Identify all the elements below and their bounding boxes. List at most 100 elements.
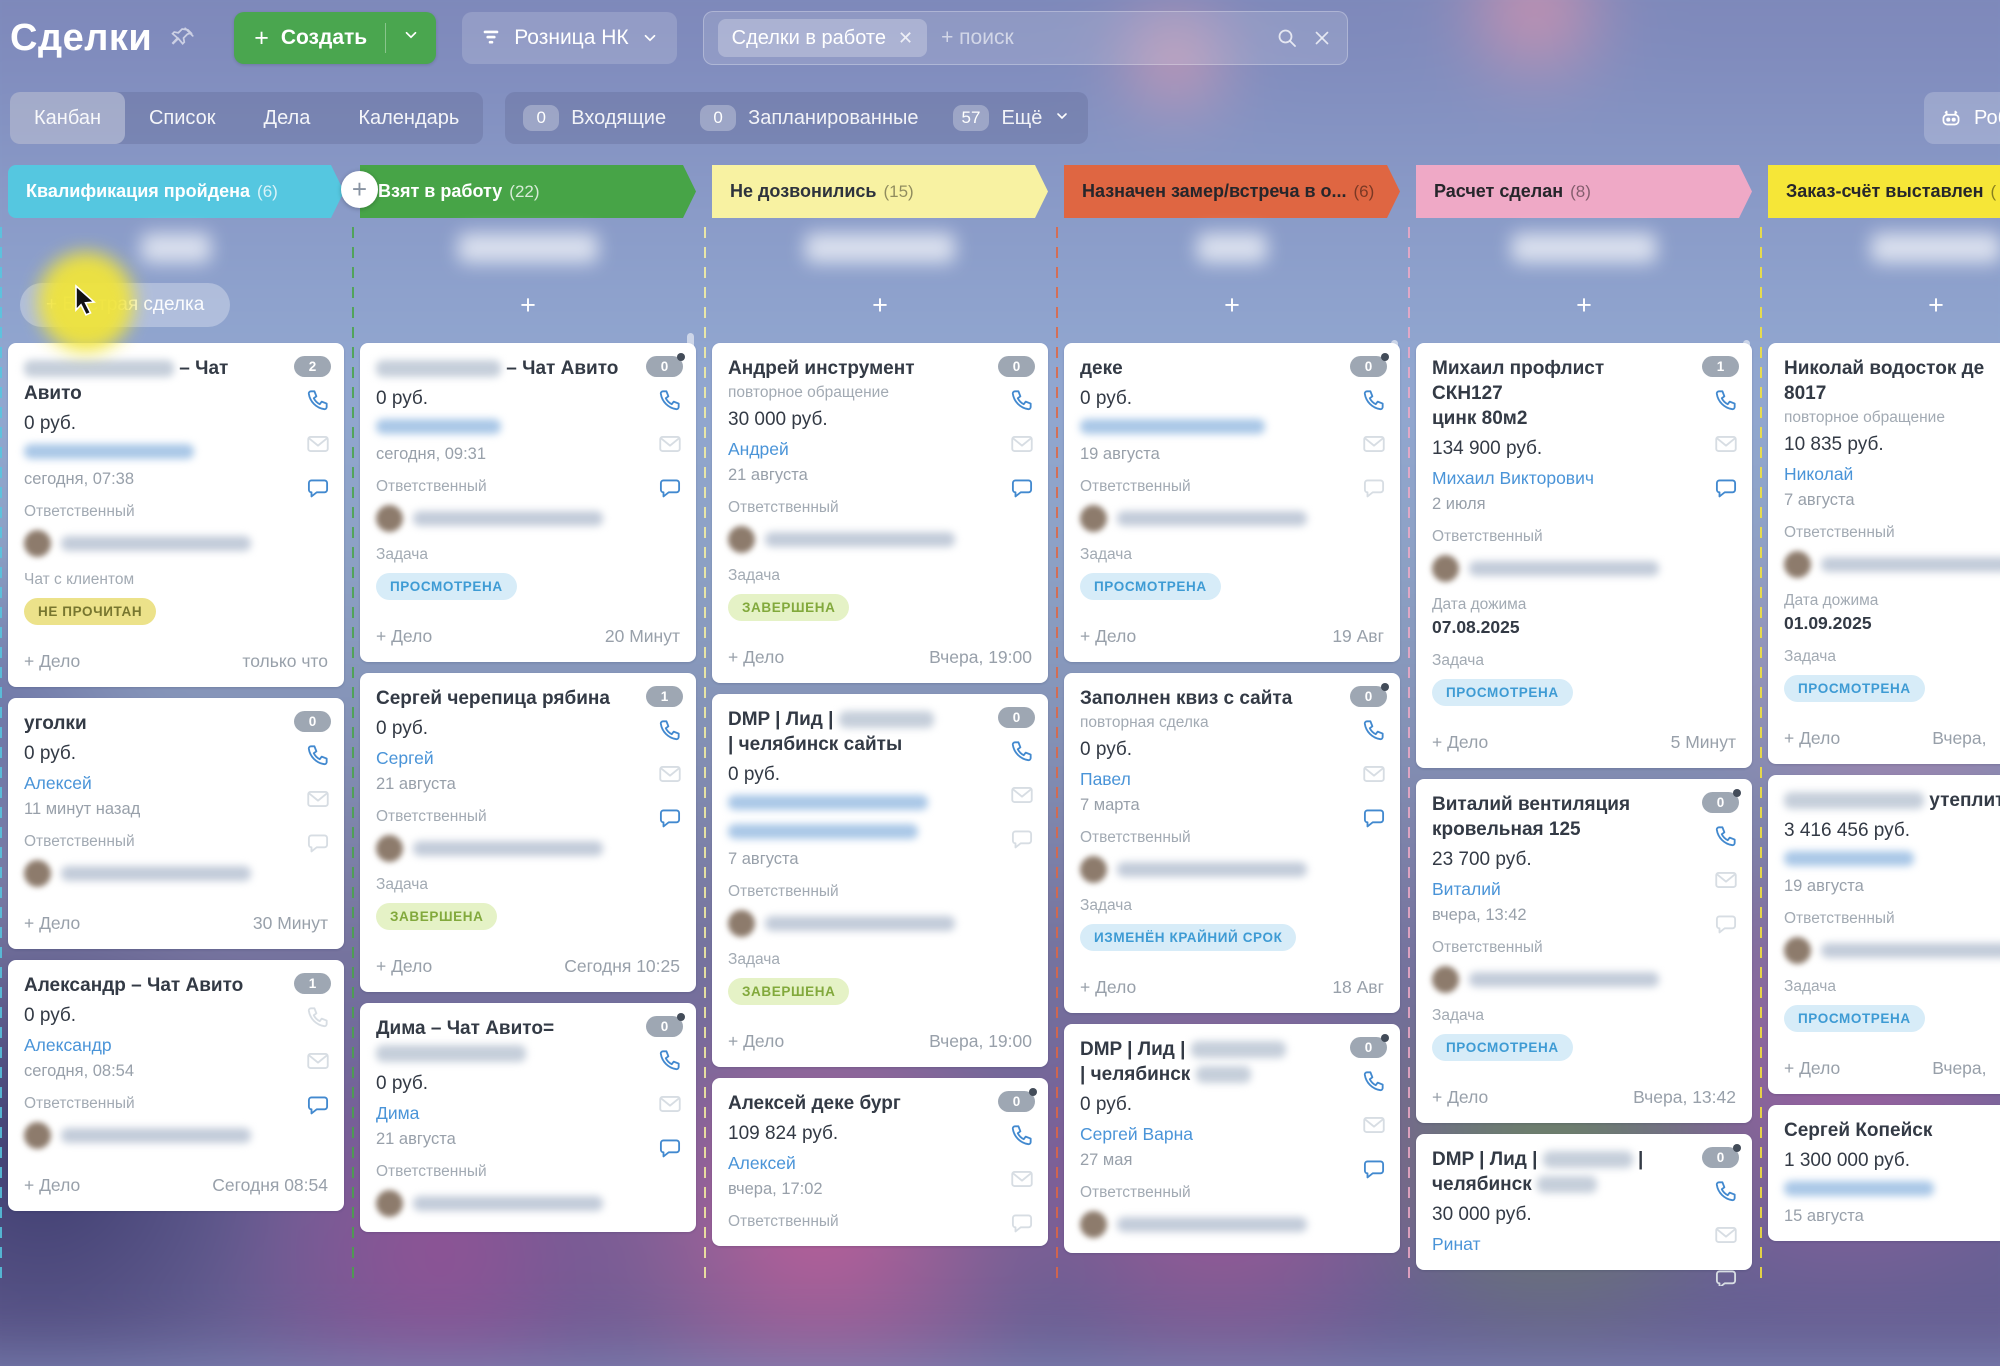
deal-card[interactable]: 0 Заполнен квиз с сайта повторная сделка 0 … (1064, 673, 1400, 1013)
add-stage-button[interactable]: + (341, 171, 378, 208)
chat-icon[interactable] (1713, 475, 1739, 506)
contact-link[interactable]: Николай (1784, 464, 1854, 484)
deal-card[interactable]: 0 Алексей деке бург 109 824 руб. Алексей вче… (712, 1078, 1048, 1246)
counter-label[interactable]: Входящие (571, 106, 667, 129)
add-task-link[interactable]: + Дело (24, 651, 81, 671)
column-header[interactable]: Взят в работу (22) (360, 165, 696, 218)
add-card-button[interactable]: + (1928, 289, 1944, 320)
phone-icon[interactable] (1361, 387, 1387, 418)
phone-icon[interactable] (305, 742, 331, 773)
phone-icon[interactable] (1009, 1122, 1035, 1153)
create-dropdown-chevron[interactable] (386, 26, 436, 50)
deal-card[interactable]: 1 Александр – Чат Авито 0 руб. Александр сег… (8, 960, 344, 1211)
add-task-link[interactable]: + Дело (1432, 1087, 1489, 1107)
deal-card[interactable]: 1 Михаил профлист СКН127 цинк 80м2 134 900 … (1416, 343, 1752, 768)
chat-icon[interactable] (305, 475, 331, 506)
add-task-link[interactable]: + Дело (376, 956, 433, 976)
robots-button[interactable]: Робо (1924, 92, 2000, 144)
mail-icon[interactable] (1009, 1166, 1035, 1197)
add-task-link[interactable]: + Дело (728, 647, 785, 667)
phone-icon[interactable] (1713, 1178, 1739, 1209)
add-task-link[interactable]: + Дело (1784, 1058, 1841, 1078)
contact-link[interactable]: Андрей (728, 439, 789, 459)
chat-icon[interactable] (1713, 1266, 1739, 1286)
contact-link[interactable]: Алексей (24, 773, 92, 793)
mail-icon[interactable] (657, 1091, 683, 1122)
deal-card[interactable]: Николай водосток де 8017 повторное обращен… (1768, 343, 2000, 764)
chat-icon[interactable] (305, 1092, 331, 1123)
deal-card[interactable]: 0 Дима – Чат Авито= 0 руб. Дима 21 августа От… (360, 1003, 696, 1232)
contact-link[interactable]: Александр (24, 1035, 112, 1055)
add-card-button[interactable]: + (520, 289, 536, 320)
column-header[interactable]: Расчет сделан (8) (1416, 165, 1752, 218)
deal-card[interactable]: 0 деке 0 руб. 19 августа Ответственный Задача… (1064, 343, 1400, 662)
add-task-link[interactable]: + Дело (376, 626, 433, 646)
phone-icon[interactable] (305, 1004, 331, 1035)
phone-icon[interactable] (657, 717, 683, 748)
mail-icon[interactable] (1009, 431, 1035, 462)
phone-icon[interactable] (1713, 387, 1739, 418)
search-icon[interactable] (1275, 26, 1299, 50)
add-task-link[interactable]: + Дело (1080, 977, 1137, 997)
phone-icon[interactable] (1009, 738, 1035, 769)
search-bar[interactable]: Сделки в работе ✕ + поиск (702, 11, 1348, 65)
mail-icon[interactable] (657, 761, 683, 792)
search-input[interactable]: + поиск (941, 26, 1014, 49)
mail-icon[interactable] (1361, 431, 1387, 462)
contact-link[interactable]: Дима (376, 1103, 420, 1123)
deal-card[interactable]: 2 – Чат Авито 0 руб. сегодня, 07:38 Ответств… (8, 343, 344, 687)
mail-icon[interactable] (657, 431, 683, 462)
deal-card[interactable]: 1 Сергей черепица рябина 0 руб. Сергей 21 ав… (360, 673, 696, 992)
deal-card[interactable]: Сергей Копейск 1 300 000 руб. 15 августа (1768, 1105, 2000, 1241)
deal-card[interactable]: 0 Андрей инструмент повторное обращение 30 … (712, 343, 1048, 683)
deal-card[interactable]: 0 – Чат Авито 0 руб. сегодня, 09:31 Ответст… (360, 343, 696, 662)
tab-Список[interactable]: Список (148, 106, 216, 129)
add-task-link[interactable]: + Дело (24, 913, 81, 933)
chat-icon[interactable] (1361, 805, 1387, 836)
column-header[interactable]: Не дозвонились (15) (712, 165, 1048, 218)
tab-Канбан[interactable]: Канбан (10, 92, 125, 144)
mail-icon[interactable] (1713, 867, 1739, 898)
pin-icon[interactable] (170, 25, 196, 51)
chat-icon[interactable] (1361, 1156, 1387, 1187)
pipeline-selector[interactable]: Розница НК (462, 12, 677, 64)
phone-icon[interactable] (1713, 823, 1739, 854)
create-deal-button[interactable]: + Создать (234, 12, 437, 64)
chat-icon[interactable] (1009, 826, 1035, 857)
add-card-button[interactable]: + (872, 289, 888, 320)
column-header[interactable]: Квалификация пройдена (6) (8, 165, 344, 218)
chat-icon[interactable] (1009, 475, 1035, 506)
phone-icon[interactable] (657, 1047, 683, 1078)
phone-icon[interactable] (1009, 387, 1035, 418)
add-card-button[interactable]: + (1576, 289, 1592, 320)
chat-icon[interactable] (1009, 1210, 1035, 1241)
contact-link[interactable]: Ринат (1432, 1234, 1481, 1254)
phone-icon[interactable] (1361, 1068, 1387, 1099)
mail-icon[interactable] (1713, 1222, 1739, 1253)
deal-card[interactable]: 0 Виталий вентиляция кровельная 125 23 700 … (1416, 779, 1752, 1123)
chat-icon[interactable] (657, 475, 683, 506)
contact-link[interactable]: Михаил Викторович (1432, 468, 1594, 488)
chat-icon[interactable] (305, 830, 331, 861)
deal-card[interactable]: 0 DMP | Лид | | челябинск 0 руб. Сергей Ва… (1064, 1024, 1400, 1253)
search-filter-tag[interactable]: Сделки в работе ✕ (717, 19, 928, 57)
add-task-link[interactable]: + Дело (728, 1031, 785, 1051)
deal-card[interactable]: 0 DMP | Лид | | челябинск 30 000 руб. Ринат (1416, 1134, 1752, 1286)
remove-tag-icon[interactable]: ✕ (897, 27, 914, 48)
chat-icon[interactable] (1713, 911, 1739, 942)
contact-link[interactable]: Алексей (728, 1153, 796, 1173)
mail-icon[interactable] (1361, 1112, 1387, 1143)
contact-link[interactable]: Павел (1080, 769, 1131, 789)
tab-Календарь[interactable]: Календарь (358, 106, 460, 129)
mail-icon[interactable] (305, 431, 331, 462)
contact-link[interactable]: Сергей Варна (1080, 1124, 1194, 1144)
mail-icon[interactable] (1361, 761, 1387, 792)
mail-icon[interactable] (305, 1048, 331, 1079)
column-header[interactable]: Назначен замер/встреча в о... (6) (1064, 165, 1400, 218)
contact-link[interactable]: Виталий (1432, 879, 1501, 899)
phone-icon[interactable] (1361, 717, 1387, 748)
chat-icon[interactable] (657, 805, 683, 836)
clear-search-icon[interactable] (1311, 27, 1333, 49)
phone-icon[interactable] (305, 387, 331, 418)
add-task-link[interactable]: + Дело (1784, 728, 1841, 748)
